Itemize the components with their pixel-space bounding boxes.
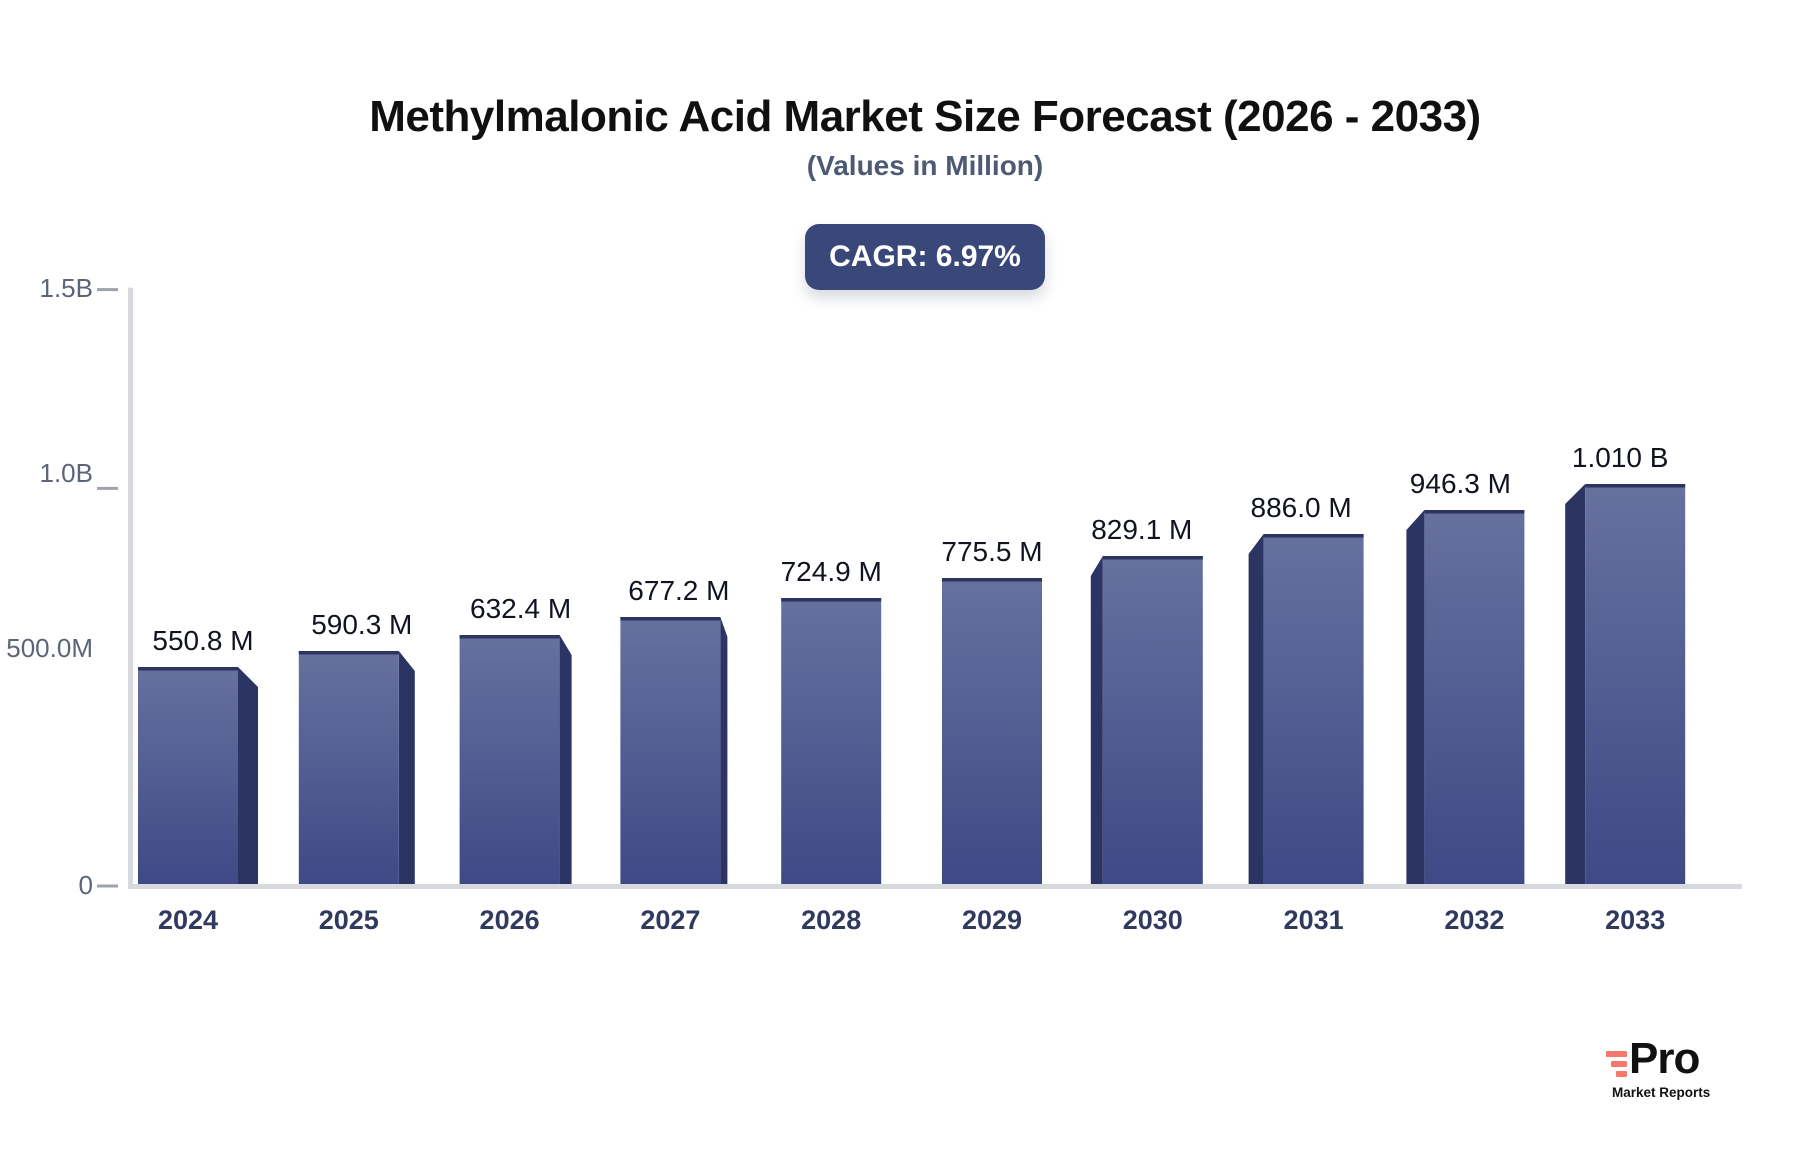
x-tick-label-2029: 2029	[961, 905, 1023, 935]
y-tick-label-1.0B: 1.0B	[39, 458, 94, 488]
x-tick-label-2024: 2024	[157, 905, 219, 935]
bar-2030	[1102, 556, 1203, 886]
bar-value-label-2031: 886.0 M	[1250, 492, 1352, 523]
bar-side-face-2033	[1565, 484, 1586, 886]
cagr-badge: CAGR: 6.97%	[805, 224, 1045, 290]
bar-top-edge-2027	[620, 617, 721, 621]
chart-header: Methylmalonic Acid Market Size Forecast …	[50, 0, 1800, 290]
x-tick-label-2031: 2031	[1283, 905, 1344, 935]
y-tick-label-0: 0	[78, 870, 93, 900]
x-tick-label-2027: 2027	[640, 905, 701, 935]
x-tick-label-2028: 2028	[801, 905, 862, 935]
pro-market-reports-logo: Pro Market Reports	[1606, 1034, 1711, 1100]
x-tick-label-2025: 2025	[318, 905, 379, 935]
bar-side-face-2027	[720, 617, 728, 886]
bar-top-edge-2025	[298, 651, 399, 655]
bar-top-edge-2032	[1424, 510, 1525, 514]
bar-2029	[942, 578, 1042, 886]
bar-2027	[620, 617, 721, 886]
y-tick-dash-1.5B	[97, 288, 118, 292]
bar-2028	[781, 598, 882, 886]
bar-value-label-2032: 946.3 M	[1409, 468, 1511, 499]
chart-title: Methylmalonic Acid Market Size Forecast …	[369, 92, 1481, 141]
bar-side-face-2025	[398, 651, 415, 886]
logo-bar-icon	[1606, 1051, 1627, 1057]
y-tick-dash-0	[97, 884, 118, 888]
logo-bars-icon	[1606, 1051, 1627, 1077]
bar-side-face-2030	[1090, 556, 1103, 886]
bar-top-edge-2033	[1585, 484, 1686, 488]
y-tick-label-500.0M: 500.0M	[6, 633, 93, 663]
x-axis-line	[128, 884, 1742, 889]
bar-value-label-2026: 632.4 M	[470, 593, 572, 624]
bar-2031	[1263, 534, 1364, 886]
x-tick-label-2032: 2032	[1444, 905, 1505, 935]
y-tick-dash-1.0B	[97, 486, 118, 490]
bar-top-edge-2030	[1102, 556, 1203, 560]
bar-side-face-2031	[1248, 534, 1264, 886]
bar-value-label-2028: 724.9 M	[780, 556, 882, 587]
bar-top-edge-2028	[781, 598, 882, 602]
chart-subtitle: (Values in Million)	[806, 150, 1044, 181]
bar-side-face-2024	[238, 667, 258, 886]
bar-value-label-2033: 1.010 B	[1571, 442, 1669, 473]
bar-2024	[138, 667, 238, 886]
bar-value-label-2027: 677.2 M	[628, 575, 730, 606]
y-tick-label-1.5B: 1.5B	[39, 273, 94, 303]
x-tick-label-2030: 2030	[1122, 905, 1183, 935]
bar-2025	[298, 651, 399, 886]
logo-name: Pro	[1629, 1034, 1700, 1083]
x-tick-label-2033: 2033	[1605, 905, 1666, 935]
bar-value-label-2030: 829.1 M	[1091, 514, 1193, 545]
logo-bar-icon	[1616, 1071, 1627, 1077]
logo-tagline: Market Reports	[1612, 1084, 1711, 1100]
bar-top-edge-2024	[138, 667, 238, 671]
bar-2033	[1585, 484, 1686, 886]
bar-top-edge-2031	[1263, 534, 1364, 538]
bar-value-label-2025: 590.3 M	[311, 609, 413, 640]
bar-value-label-2024: 550.8 M	[152, 625, 254, 656]
bar-side-face-2026	[559, 635, 572, 886]
bar-2032	[1424, 510, 1525, 886]
bar-2026	[459, 635, 560, 886]
bar-top-edge-2026	[459, 635, 560, 639]
y-axis-line	[128, 287, 133, 887]
x-tick-label-2026: 2026	[479, 905, 540, 935]
bar-top-edge-2029	[942, 578, 1042, 582]
bar-value-label-2029: 775.5 M	[941, 536, 1043, 567]
bar-side-face-2032	[1406, 510, 1425, 886]
logo-bar-icon	[1611, 1061, 1627, 1067]
